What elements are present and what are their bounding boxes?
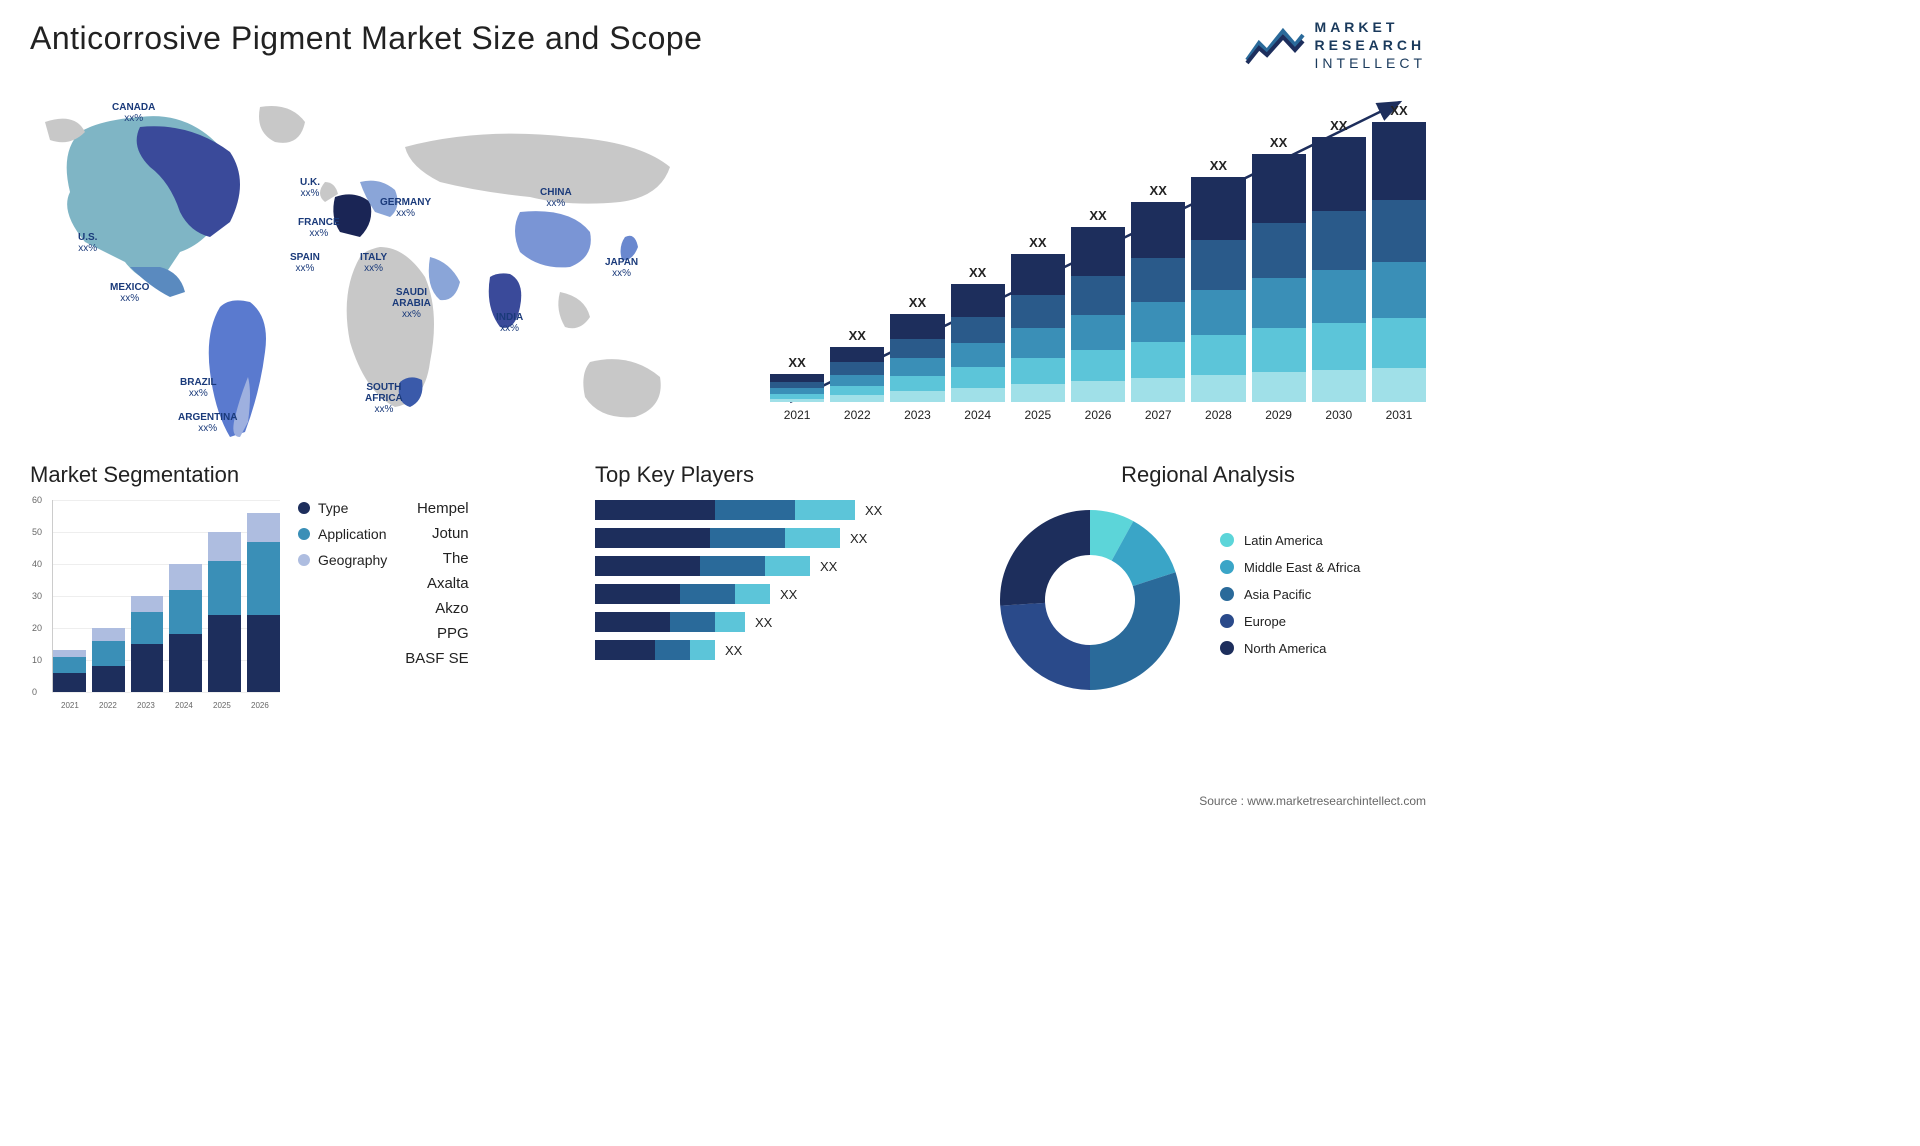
segmentation-title: Market Segmentation — [30, 462, 570, 488]
map-label: SPAINxx% — [290, 252, 320, 274]
map-label: ARGENTINAxx% — [178, 412, 237, 434]
seg-legend-item: Geography — [298, 552, 387, 568]
regional-legend-item: Latin America — [1220, 533, 1360, 548]
player-name: Akzo — [405, 600, 468, 617]
player-bar-row: XX — [595, 500, 965, 520]
player-bar-row: XX — [595, 556, 965, 576]
key-players-title: Top Key Players — [595, 462, 965, 488]
player-bar-row: XX — [595, 640, 965, 660]
seg-bar — [92, 628, 125, 692]
map-label: GERMANYxx% — [380, 197, 431, 219]
page-title: Anticorrosive Pigment Market Size and Sc… — [30, 20, 1426, 57]
key-players-panel: Top Key Players XX XX XX XX XX XX — [595, 462, 965, 710]
seg-legend-item: Application — [298, 526, 387, 542]
player-name: Axalta — [405, 575, 468, 592]
regional-legend-item: North America — [1220, 641, 1360, 656]
segmentation-chart: 202120222023202420252026 0102030405060 — [30, 500, 280, 710]
player-bar-row: XX — [595, 528, 965, 548]
growth-chart: XX2021XX2022XX2023XX2024XX2025XX2026XX20… — [770, 82, 1426, 442]
map-label: JAPANxx% — [605, 257, 638, 279]
growth-bar: XX2025 — [1011, 235, 1065, 422]
logo-line1: MARKET — [1315, 18, 1426, 36]
regional-title: Regional Analysis — [990, 462, 1426, 488]
map-label: U.K.xx% — [300, 177, 320, 199]
growth-bar: XX2029 — [1252, 135, 1306, 422]
map-label: SOUTHAFRICAxx% — [365, 382, 403, 415]
seg-bar — [169, 564, 202, 692]
growth-bar: XX2031 — [1372, 103, 1426, 422]
map-label: MEXICOxx% — [110, 282, 149, 304]
growth-bar: XX2030 — [1312, 118, 1366, 422]
map-label: INDIAxx% — [496, 312, 523, 334]
growth-bar: XX2021 — [770, 355, 824, 422]
donut-slice — [1090, 572, 1180, 690]
seg-bar — [208, 532, 241, 692]
growth-bar: XX2022 — [830, 328, 884, 422]
regional-legend: Latin America Middle East & Africa Asia Pa… — [1220, 533, 1360, 668]
regional-legend-item: Middle East & Africa — [1220, 560, 1360, 575]
brand-logo: MARKET RESEARCH INTELLECT — [1245, 18, 1426, 73]
player-name: Jotun — [405, 525, 468, 542]
growth-bar: XX2026 — [1071, 208, 1125, 422]
logo-line3: INTELLECT — [1315, 54, 1426, 72]
growth-bar: XX2024 — [951, 265, 1005, 422]
map-label: U.S.xx% — [78, 232, 97, 254]
player-name: BASF SE — [405, 650, 468, 667]
map-label: CHINAxx% — [540, 187, 572, 209]
seg-bar — [247, 513, 280, 692]
player-name: Hempel — [405, 500, 468, 517]
players-list: Hempel Jotun The Axalta Akzo PPG BASF SE — [405, 500, 468, 710]
map-label: CANADAxx% — [112, 102, 155, 124]
map-label: BRAZILxx% — [180, 377, 217, 399]
player-bar-row: XX — [595, 612, 965, 632]
player-name: PPG — [405, 625, 468, 642]
regional-panel: Regional Analysis Latin America Middle Ea… — [990, 462, 1426, 710]
map-label: SAUDIARABIAxx% — [392, 287, 431, 320]
map-label: FRANCExx% — [298, 217, 340, 239]
segmentation-panel: Market Segmentation 20212022202320242025… — [30, 462, 570, 710]
regional-legend-item: Europe — [1220, 614, 1360, 629]
donut-slice — [1000, 603, 1090, 690]
seg-bar — [131, 596, 164, 692]
player-name: The — [405, 550, 468, 567]
donut-slice — [1000, 510, 1090, 606]
logo-icon — [1245, 25, 1305, 65]
player-bar-row: XX — [595, 584, 965, 604]
segmentation-legend: Type Application Geography — [298, 500, 387, 710]
logo-line2: RESEARCH — [1315, 36, 1426, 54]
world-map: CANADAxx% U.S.xx% MEXICOxx% BRAZILxx% ARGENT… — [30, 82, 730, 442]
regional-donut — [990, 500, 1190, 700]
growth-bar: XX2028 — [1191, 158, 1245, 422]
regional-legend-item: Asia Pacific — [1220, 587, 1360, 602]
growth-bar: XX2023 — [890, 295, 944, 422]
map-label: ITALYxx% — [360, 252, 387, 274]
growth-bar: XX2027 — [1131, 183, 1185, 422]
seg-bar — [53, 650, 86, 692]
source-label: Source : www.marketresearchintellect.com — [1199, 794, 1426, 808]
seg-legend-item: Type — [298, 500, 387, 516]
